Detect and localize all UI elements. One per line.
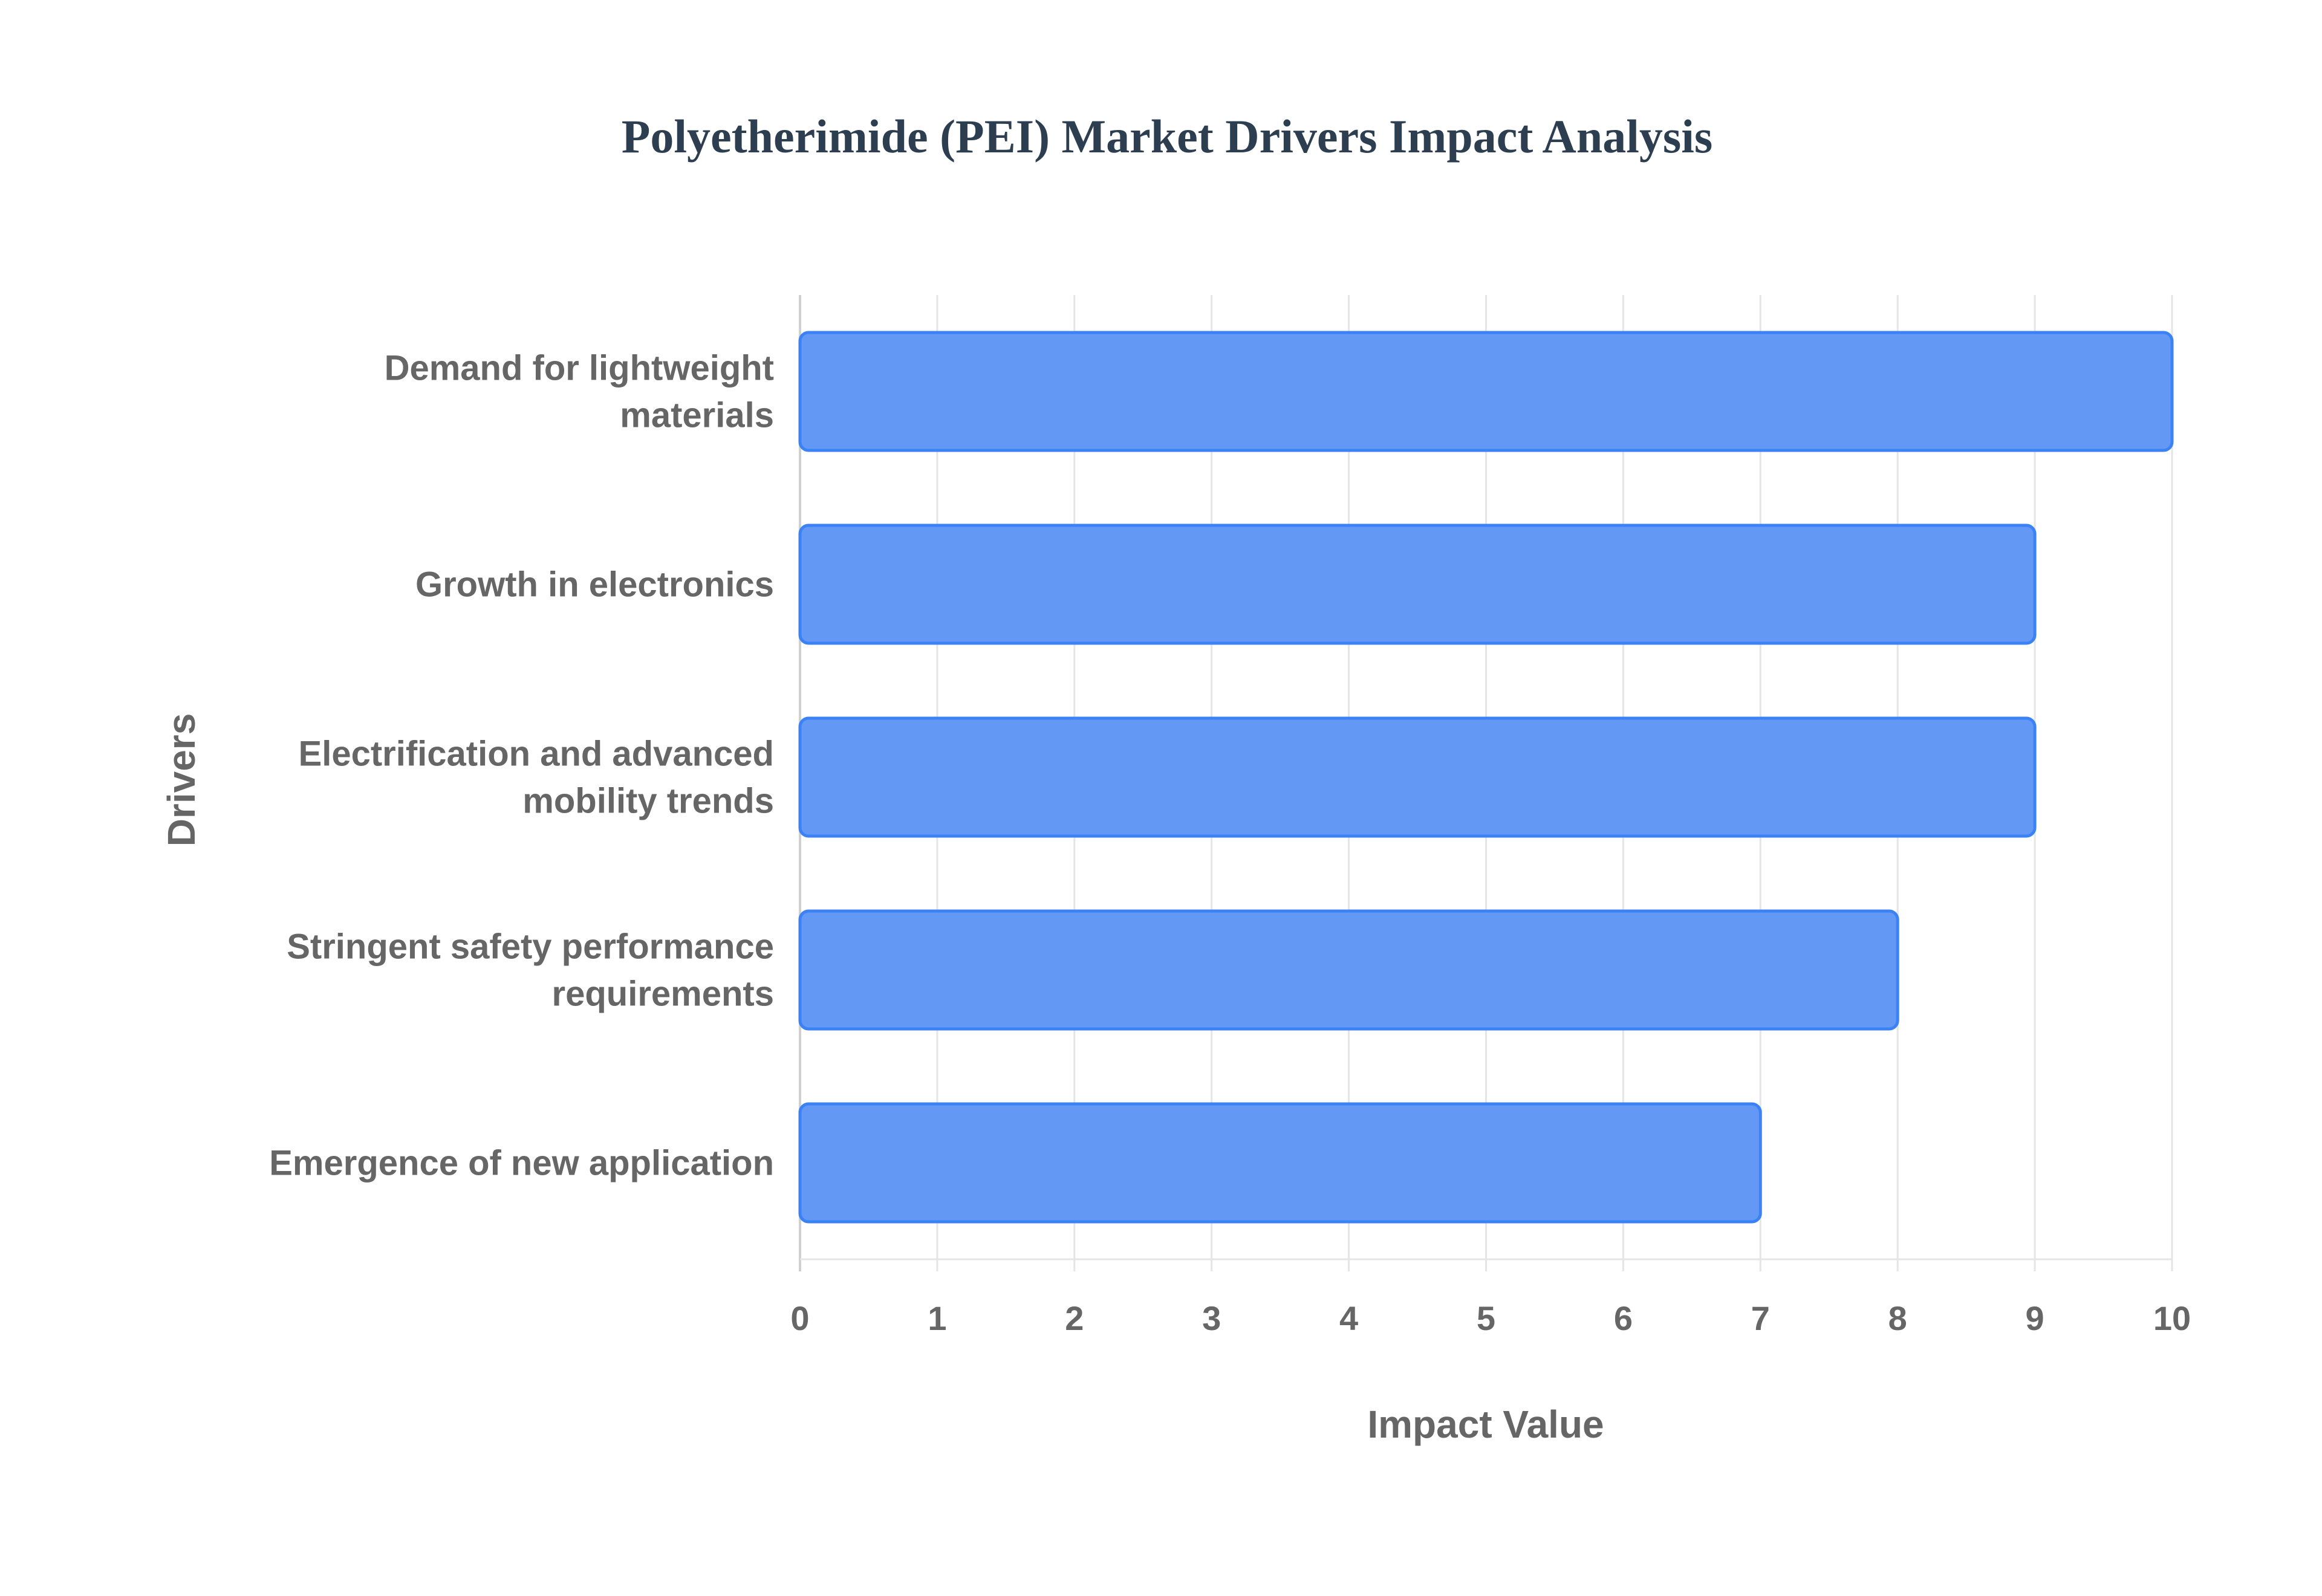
y-tick-label: Emergence of new application — [269, 1144, 774, 1183]
x-tick-label: 9 — [2026, 1299, 2044, 1337]
bar[interactable] — [798, 331, 2174, 452]
bar[interactable] — [798, 1102, 1762, 1224]
chart-title: Polyetherimide (PEI) Market Drivers Impa… — [622, 110, 1713, 163]
bars — [798, 331, 2174, 1224]
bar[interactable] — [798, 524, 2037, 645]
y-tick-label: Electrification and advanced mobility tre… — [299, 735, 774, 821]
x-axis-title: Impact Value — [1367, 1403, 1604, 1446]
y-tick-label: Growth in electronics — [415, 565, 774, 605]
x-tick-label: 3 — [1202, 1299, 1221, 1337]
x-tick-label: 0 — [790, 1299, 809, 1337]
bar[interactable] — [798, 716, 2037, 838]
x-tick-label: 6 — [1614, 1299, 1633, 1337]
y-tick-labels: Demand for lightweight materials Growth in… — [269, 349, 774, 1183]
x-tick-label: 2 — [1065, 1299, 1084, 1337]
x-tick-label: 7 — [1751, 1299, 1770, 1337]
y-tick-label: Demand for lightweight materials — [385, 349, 774, 435]
bar[interactable] — [798, 909, 1899, 1031]
y-tick-label: Stringent safety performance requirements — [287, 927, 774, 1014]
y-axis-title: Drivers — [160, 713, 203, 847]
x-tick-label: 1 — [928, 1299, 946, 1337]
x-tick-label: 10 — [2153, 1299, 2191, 1337]
x-tick-label: 4 — [1339, 1299, 1358, 1337]
x-tick-labels: 0 1 2 3 4 5 6 7 8 9 10 — [790, 1299, 2191, 1337]
x-tick-label: 8 — [1888, 1299, 1907, 1337]
x-tick-label: 5 — [1477, 1299, 1495, 1337]
